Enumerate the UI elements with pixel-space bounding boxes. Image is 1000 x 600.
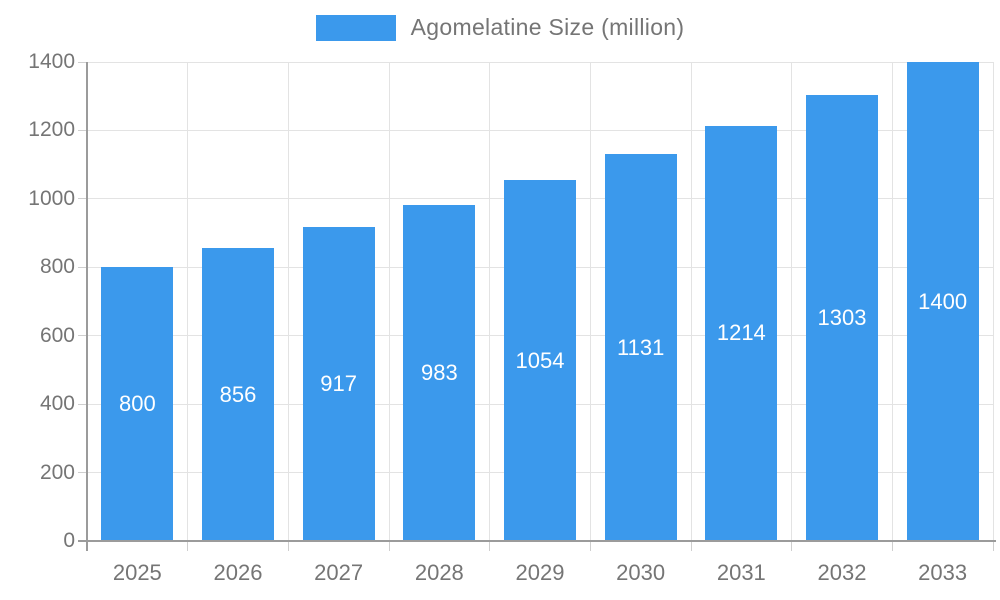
y-tick-label: 800	[39, 255, 75, 279]
x-tick-label: 2027	[314, 560, 364, 585]
x-tick	[388, 541, 390, 551]
bar[interactable]	[202, 248, 274, 541]
x-tick	[891, 541, 893, 551]
x-tick-label: 2032	[817, 560, 867, 585]
v-gridline	[287, 62, 289, 541]
bar-value-label: 1131	[617, 334, 665, 360]
x-tick-label: 2026	[213, 560, 263, 585]
bar-value-label: 800	[118, 391, 156, 417]
legend-swatch	[315, 14, 396, 41]
x-tick-label: 2028	[414, 560, 464, 585]
x-tick	[489, 541, 491, 551]
h-gridline	[87, 61, 993, 63]
y-tick	[78, 129, 87, 131]
y-tick	[78, 403, 87, 405]
bar-value-label: 1214	[716, 320, 766, 346]
v-gridline	[489, 62, 491, 541]
y-tick	[78, 198, 87, 200]
v-gridline	[589, 62, 591, 541]
bar[interactable]	[604, 154, 677, 541]
v-gridline	[690, 62, 692, 541]
bar[interactable]	[302, 227, 375, 541]
x-tick	[791, 541, 793, 551]
x-tick	[287, 541, 289, 551]
x-tick-label: 2029	[515, 560, 565, 585]
bar-value-label: 1303	[817, 305, 867, 331]
y-tick	[78, 61, 87, 63]
bar[interactable]	[101, 267, 174, 541]
x-tick-label: 2030	[616, 560, 666, 585]
bar[interactable]	[504, 180, 576, 541]
y-axis-line	[86, 62, 88, 551]
y-tick-label: 1200	[28, 118, 75, 142]
bar-value-label: 856	[219, 381, 257, 407]
y-tick-label: 400	[39, 392, 75, 416]
legend-label: Agomelatine Size (million)	[410, 14, 685, 40]
legend[interactable]: Agomelatine Size (million)	[0, 14, 1000, 41]
x-tick-label: 2025	[112, 560, 162, 585]
x-axis-line	[78, 540, 996, 542]
y-tick-label: 1000	[28, 186, 75, 210]
v-gridline	[992, 62, 994, 541]
y-tick	[78, 472, 87, 474]
bar[interactable]	[906, 62, 979, 541]
bar[interactable]	[705, 125, 778, 541]
x-tick	[992, 541, 994, 551]
x-tick-label: 2031	[716, 560, 766, 585]
y-tick	[78, 335, 87, 337]
bar[interactable]	[403, 204, 476, 541]
y-tick-label: 600	[39, 323, 75, 347]
x-tick	[690, 541, 692, 551]
v-gridline	[791, 62, 793, 541]
x-tick	[187, 541, 189, 551]
bar-value-label: 917	[320, 371, 358, 397]
h-gridline	[87, 129, 993, 131]
x-tick	[589, 541, 591, 551]
bar[interactable]	[806, 95, 878, 541]
bar-value-label: 983	[420, 359, 458, 385]
v-gridline	[388, 62, 390, 541]
y-tick-label: 1400	[28, 50, 75, 73]
y-tick-label: 0	[63, 529, 75, 552]
y-tick-label: 200	[39, 460, 75, 484]
v-gridline	[891, 62, 893, 541]
v-gridline	[187, 62, 189, 541]
bar-value-label: 1054	[515, 347, 565, 373]
bar-value-label: 1400	[918, 288, 968, 314]
y-tick	[78, 266, 87, 268]
x-tick-label: 2033	[918, 560, 968, 585]
